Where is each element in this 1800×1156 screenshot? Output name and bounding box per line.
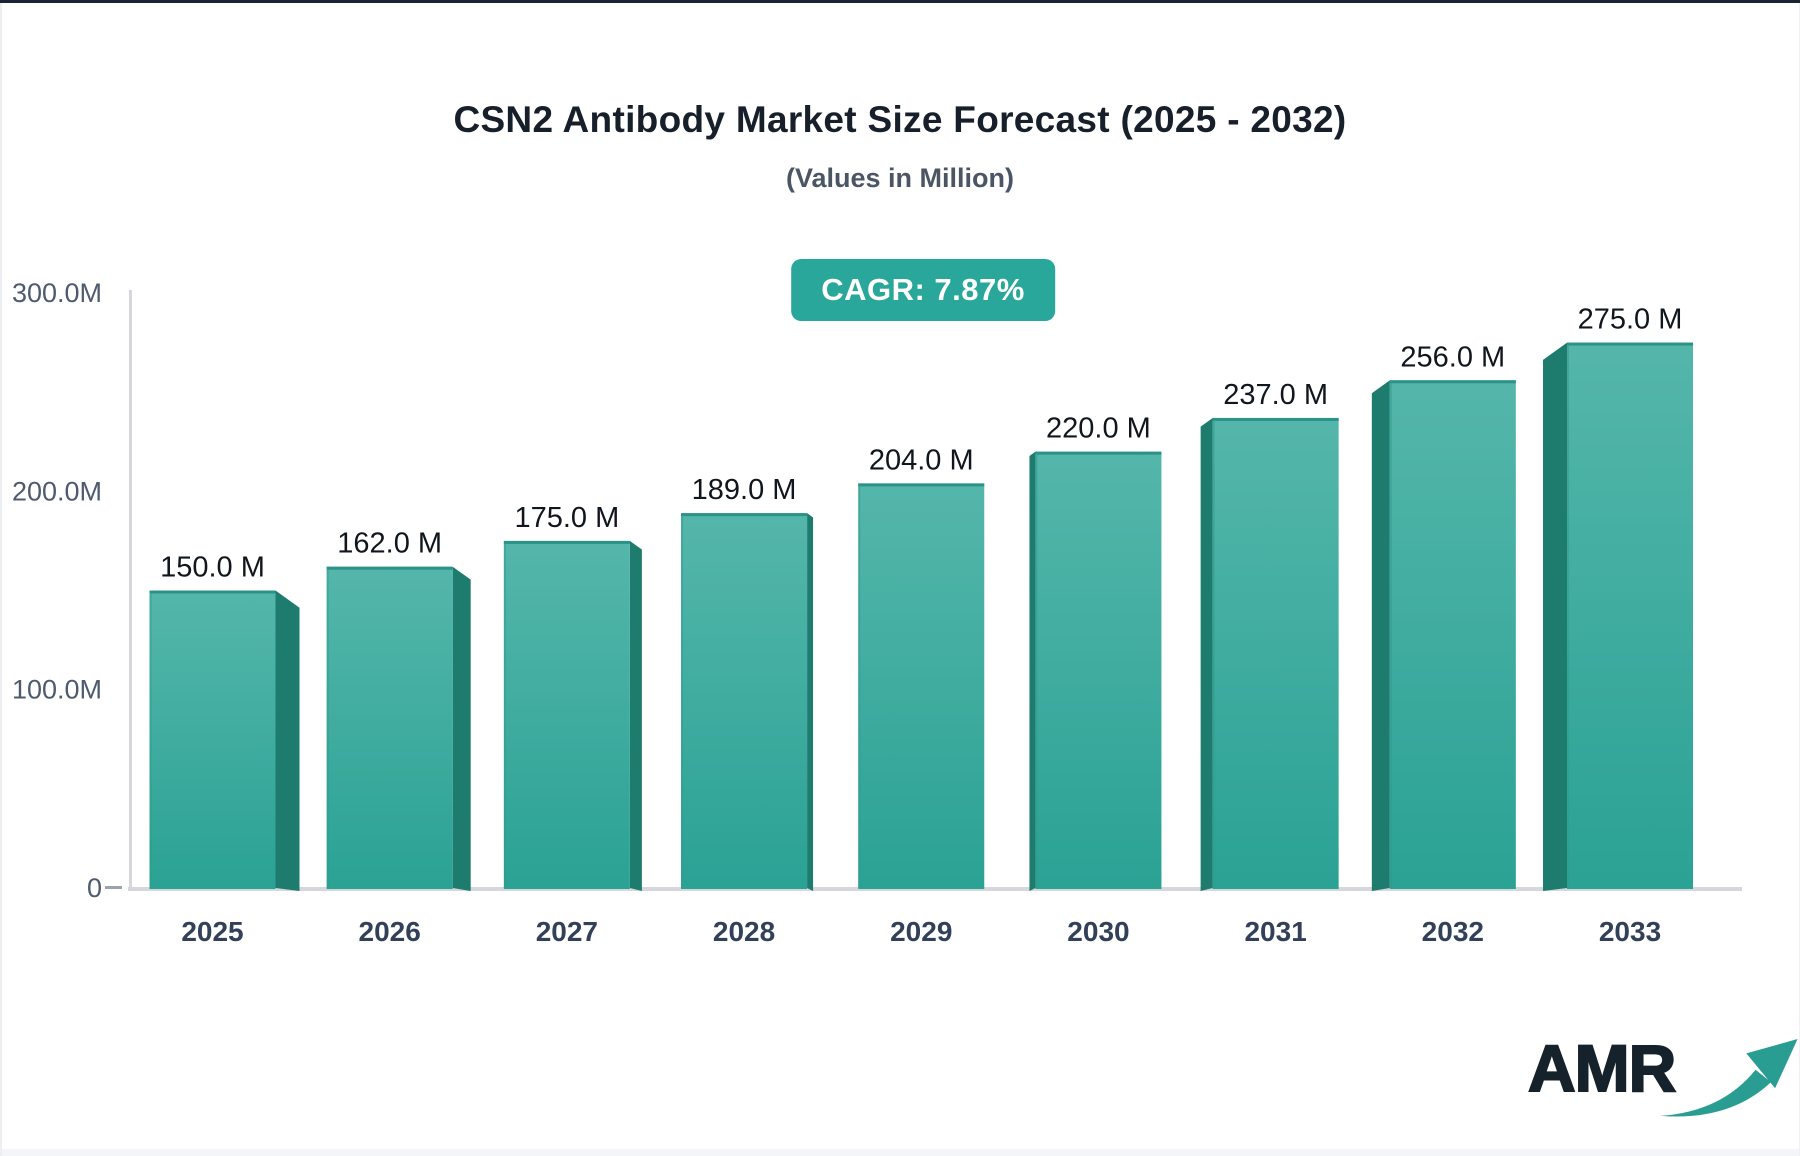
bar-2030[interactable] [1035,451,1162,889]
value-label: 204.0 M [869,444,974,476]
bar-top-edge [1389,380,1516,384]
amr-logo: AMR [1527,1031,1800,1119]
year-label: 2030 [1067,916,1129,947]
bar-side-3d [629,540,642,891]
bar-left-edge [1389,380,1392,888]
year-label: 2032 [1422,916,1484,947]
trend-up-arrow-icon [1660,1039,1798,1117]
bar-top-edge [1212,417,1339,421]
bar-2032[interactable] [1389,380,1516,889]
year-label: 2026 [359,916,421,947]
y-axis-line [129,290,132,890]
bar-left-edge [858,483,861,888]
cagr-badge: CAGR: 7.87% [791,259,1055,321]
bar-side-3d [1543,342,1568,891]
year-label: 2025 [181,916,243,947]
zero-tick-mark [105,886,122,889]
bar-left-edge [326,566,329,888]
bar-side-3d [1200,417,1213,891]
bar-left-edge [681,513,684,888]
bar-left-edge [503,540,506,888]
value-label: 237.0 M [1223,379,1328,411]
bar-2026[interactable] [326,566,453,889]
bar-top-edge [681,513,808,517]
value-label: 162.0 M [337,528,442,560]
y-tick-label: 300.0M [12,278,102,308]
bar-top-edge [858,483,985,487]
bar-side-3d [452,566,471,891]
chart-title: CSN2 Antibody Market Size Forecast (2025… [453,99,1347,140]
bar-top-edge [149,590,276,594]
value-label: 220.0 M [1046,413,1151,445]
value-label: 189.0 M [692,474,797,506]
y-tick-label: 100.0M [12,675,102,705]
bar-2028[interactable] [681,513,808,889]
year-label: 2031 [1244,916,1306,947]
bar-top-edge [326,566,453,570]
year-label: 2027 [536,916,598,947]
bar-2025[interactable] [149,590,276,890]
bar-side-3d [807,513,814,891]
year-label: 2028 [713,916,775,947]
bar-2031[interactable] [1212,417,1339,889]
value-label: 275.0 M [1578,304,1683,336]
bar-left-edge [1212,417,1215,888]
y-tick-label: 200.0M [12,476,102,506]
bar-chart-canvas: 300.0M 200.0M 100.0M 0 150.0 M 2025 162.0 M 202… [12,278,1742,947]
year-label: 2033 [1599,916,1661,947]
bar-top-edge [1035,451,1162,455]
bar-left-edge [149,590,152,888]
y-tick-label: 0 [87,873,102,903]
bar-2027[interactable] [503,540,630,889]
bar-2033[interactable] [1567,342,1694,889]
bar-side-3d [275,590,300,891]
chart-subtitle: (Values in Million) [785,163,1015,193]
value-label: 150.0 M [160,552,265,584]
bar-left-edge [1035,451,1038,888]
bar-left-edge [1567,342,1570,888]
value-label: 175.0 M [514,502,619,534]
bar-2029[interactable] [858,483,985,889]
bar-side-3d [1029,451,1036,891]
year-label: 2029 [890,916,952,947]
value-label: 256.0 M [1400,341,1505,373]
bar-side-3d [1371,380,1390,891]
bar-top-edge [503,540,630,544]
amr-logo-text: AMR [1527,1031,1677,1105]
bar-top-edge [1567,342,1694,346]
